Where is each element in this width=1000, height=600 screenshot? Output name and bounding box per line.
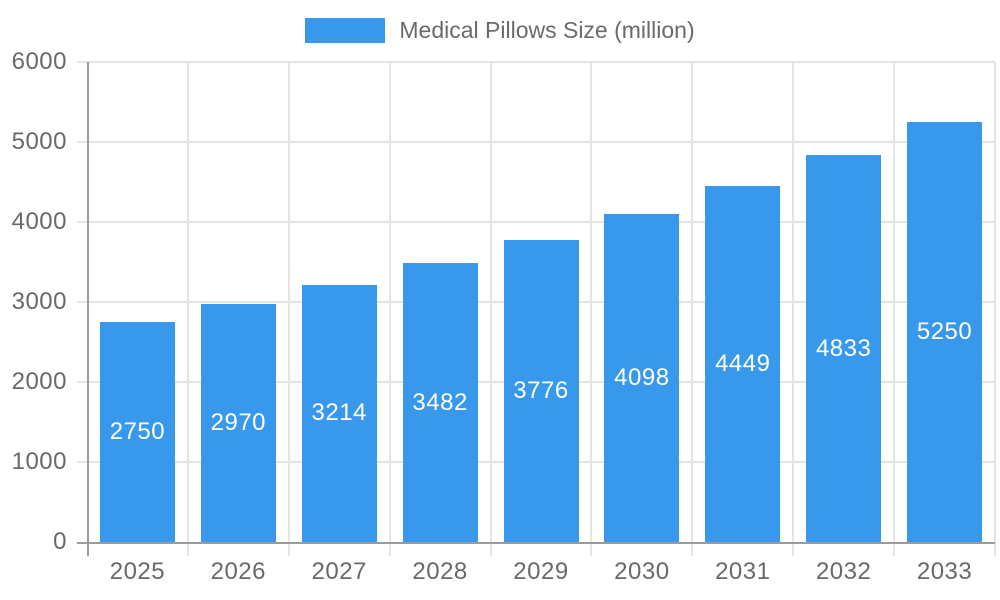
bar[interactable]: 3214 bbox=[301, 284, 377, 542]
x-axis-label: 2027 bbox=[311, 558, 367, 585]
y-gridline bbox=[77, 221, 995, 223]
legend-swatch bbox=[305, 17, 386, 43]
x-axis-label: 2028 bbox=[412, 558, 468, 585]
bar-value-label: 5250 bbox=[916, 318, 973, 345]
x-gridline bbox=[186, 62, 189, 556]
x-gridline bbox=[691, 62, 694, 556]
x-gridline bbox=[388, 62, 391, 556]
y-axis-label: 6000 bbox=[11, 48, 67, 75]
bar[interactable]: 5250 bbox=[907, 122, 983, 542]
x-axis-label: 2033 bbox=[916, 558, 973, 585]
x-axis-label: 2029 bbox=[513, 558, 569, 585]
bar-value-label: 3776 bbox=[513, 376, 569, 404]
y-gridline bbox=[77, 141, 995, 143]
x-gridline bbox=[489, 62, 492, 556]
plot-area: 0 1000 2000 3000 4000 5000 6000 2750 2025 2970 202… bbox=[12, 48, 996, 585]
bar-value-label: 2970 bbox=[210, 409, 267, 437]
bar[interactable]: 4098 bbox=[604, 214, 680, 542]
y-axis-label: 3000 bbox=[11, 288, 67, 315]
bar-value-label: 3482 bbox=[412, 388, 468, 416]
x-gridline bbox=[590, 62, 593, 556]
y-axis-label: 1000 bbox=[11, 448, 67, 475]
bar[interactable]: 3482 bbox=[402, 263, 478, 542]
x-gridline bbox=[287, 62, 290, 556]
y-gridline bbox=[77, 61, 995, 63]
x-axis-label: 2025 bbox=[109, 558, 166, 585]
bar[interactable]: 2750 bbox=[99, 322, 175, 542]
x-axis-line bbox=[77, 542, 995, 544]
y-axis-label: 4000 bbox=[11, 208, 67, 235]
bar[interactable]: 2970 bbox=[200, 304, 276, 542]
y-axis-label: 5000 bbox=[11, 128, 67, 155]
bar-value-label: 3214 bbox=[311, 399, 367, 427]
x-gridline bbox=[994, 62, 996, 556]
x-axis-label: 2030 bbox=[614, 558, 670, 585]
bar-value-label: 4449 bbox=[715, 350, 771, 378]
x-gridline bbox=[792, 62, 795, 556]
x-axis-label: 2032 bbox=[815, 558, 872, 585]
legend-item[interactable]: Medical Pillows Size (million) bbox=[0, 13, 1000, 47]
y-axis-line bbox=[87, 62, 89, 556]
bar-value-label: 4098 bbox=[614, 364, 670, 392]
y-axis-label: 2000 bbox=[11, 368, 67, 395]
bar[interactable]: 4449 bbox=[705, 186, 781, 542]
legend-label: Medical Pillows Size (million) bbox=[399, 16, 695, 43]
x-axis-label: 2031 bbox=[715, 558, 771, 585]
x-gridline bbox=[893, 62, 896, 556]
bar-value-label: 2750 bbox=[109, 418, 166, 445]
bar[interactable]: 3776 bbox=[503, 239, 579, 542]
bar-value-label: 4833 bbox=[815, 334, 872, 362]
bar[interactable]: 4833 bbox=[806, 155, 882, 542]
x-axis-label: 2026 bbox=[210, 558, 266, 585]
y-axis-label: 0 bbox=[53, 528, 67, 555]
